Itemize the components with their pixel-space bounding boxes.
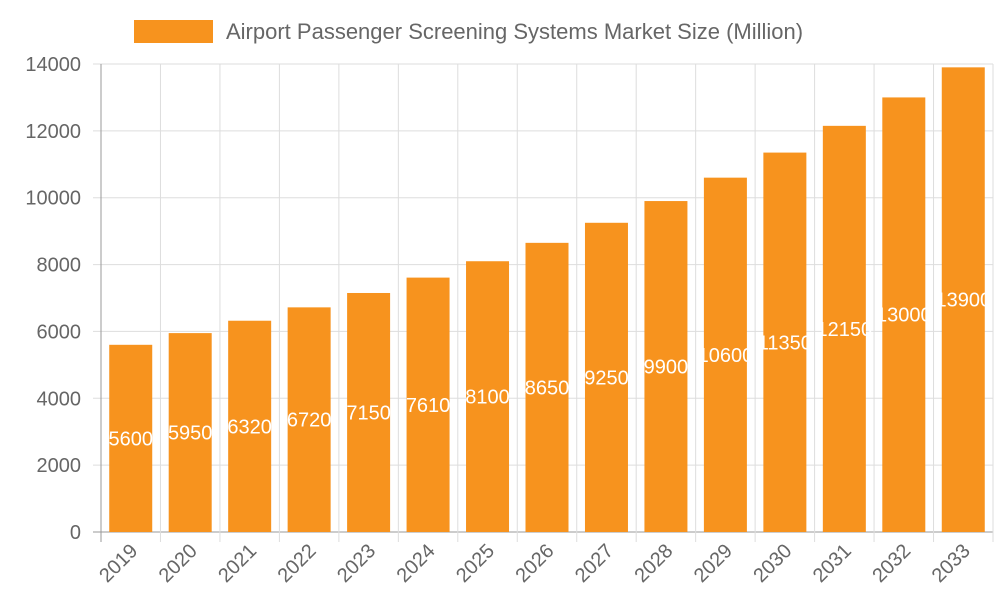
bar-2029	[703, 177, 747, 532]
data-label: 7610	[406, 395, 451, 417]
legend-label: Airport Passenger Screening Systems Mark…	[226, 19, 803, 44]
x-tick-label: 2026	[512, 540, 559, 587]
y-tick-label: 14000	[25, 54, 81, 76]
bar-2030	[763, 152, 807, 533]
data-label: 6720	[287, 410, 332, 432]
bar-2032	[882, 97, 926, 532]
data-label: 6320	[227, 416, 272, 438]
y-tick-label: 6000	[37, 321, 82, 343]
bar-2024	[406, 277, 450, 532]
bar-2025	[466, 261, 510, 532]
bar-2026	[525, 242, 569, 533]
data-label: 9250	[584, 367, 629, 389]
x-tick-label: 2028	[630, 540, 677, 587]
bar-2021	[228, 320, 272, 532]
y-tick-label: 4000	[37, 388, 82, 410]
x-tick-label: 2029	[690, 540, 737, 587]
data-label: 9900	[644, 357, 689, 379]
data-label: 5950	[168, 423, 213, 445]
x-tick-label: 2022	[274, 540, 321, 587]
x-tick-label: 2024	[393, 540, 440, 587]
x-tick-label: 2030	[749, 540, 796, 587]
data-label: 5600	[108, 428, 153, 450]
data-label: 12150	[817, 319, 873, 341]
data-label: 7150	[346, 402, 391, 424]
y-tick-label: 8000	[37, 255, 82, 277]
x-tick-label: 2020	[155, 540, 202, 587]
x-tick-label: 2033	[928, 540, 975, 587]
y-tick-label: 12000	[25, 121, 81, 143]
bar-2019	[109, 344, 153, 532]
x-tick-label: 2023	[333, 540, 380, 587]
x-tick-label: 2027	[571, 540, 618, 587]
x-tick-label: 2021	[214, 540, 261, 587]
data-label: 13900	[935, 290, 991, 312]
data-label: 10600	[698, 345, 754, 367]
y-tick-label: 10000	[25, 188, 81, 210]
bar-2031	[822, 125, 866, 532]
x-tick-label: 2025	[452, 540, 499, 587]
bar-2023	[347, 292, 391, 532]
bar-2028	[644, 201, 688, 533]
y-tick-label: 0	[70, 522, 81, 544]
x-tick-label: 2032	[868, 540, 915, 587]
legend-swatch	[134, 20, 213, 43]
data-label: 8100	[465, 387, 510, 409]
bar-2033	[941, 67, 985, 532]
bar-2022	[287, 307, 331, 532]
bar-2020	[168, 333, 212, 532]
y-tick-label: 2000	[37, 455, 82, 477]
x-tick-label: 2019	[95, 540, 142, 587]
data-label: 8650	[525, 377, 570, 399]
x-tick-label: 2031	[809, 540, 856, 587]
bar-2027	[584, 222, 628, 533]
data-label: 13000	[876, 305, 932, 327]
data-label: 11350	[758, 332, 812, 354]
